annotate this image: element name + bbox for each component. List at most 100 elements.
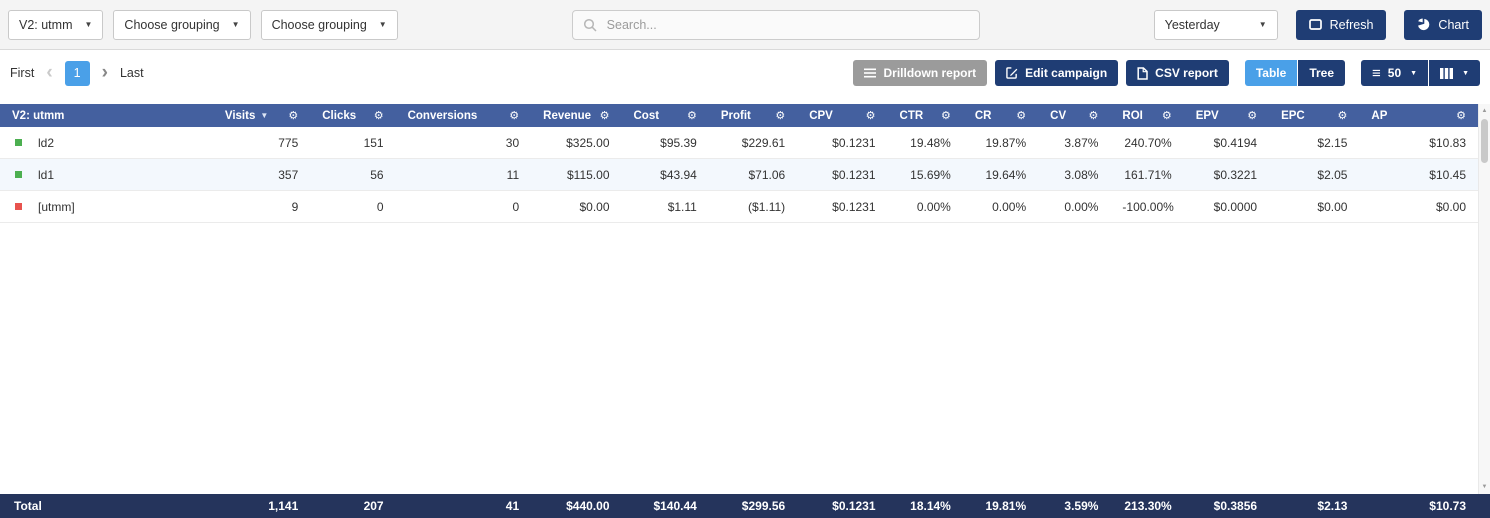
tree-view-label: Tree: [1309, 66, 1334, 80]
cell-cv: 3.08%: [1038, 158, 1111, 191]
column-header-cr[interactable]: CR ⚙: [962, 104, 1039, 127]
grouping-dropdown-1[interactable]: Choose grouping ▼: [113, 9, 251, 40]
column-header-profit[interactable]: Profit ⚙: [708, 104, 798, 127]
column-header-epc[interactable]: EPC ⚙: [1269, 104, 1360, 127]
column-settings-gear-icon[interactable]: ⚙: [1337, 110, 1348, 122]
column-settings-gear-icon[interactable]: ⚙: [865, 110, 876, 122]
caret-down-icon: ▼: [231, 20, 240, 29]
campaign-dropdown[interactable]: V2: utmm ▼: [8, 9, 104, 40]
cell-ctr: 15.69%: [887, 158, 963, 191]
row-name[interactable]: ld1: [38, 167, 55, 182]
rows-per-page-value: 50: [1387, 66, 1402, 80]
column-header-conversions[interactable]: Conversions ⚙: [395, 104, 532, 127]
column-settings-gear-icon[interactable]: ⚙: [1161, 110, 1172, 122]
cell-ctr: 0.00%: [887, 190, 963, 223]
grouping-dropdown-2[interactable]: Choose grouping ▼: [260, 9, 398, 40]
row-name[interactable]: ld2: [38, 135, 55, 150]
column-header-clicks[interactable]: Clicks ⚙: [310, 104, 396, 127]
search-input[interactable]: [604, 16, 969, 33]
caret-down-icon: ▼: [1410, 69, 1418, 77]
column-settings-gear-icon[interactable]: ⚙: [1247, 110, 1258, 122]
chart-button-label: Chart: [1438, 17, 1469, 32]
cell-name: ld1: [0, 158, 213, 191]
column-header-name[interactable]: V2: utmm: [0, 104, 213, 127]
table-row[interactable]: ld2 775 151 30 $325.00 $95.39 $229.61 $0.1231 19…: [0, 127, 1478, 159]
column-settings-gear-icon[interactable]: ⚙: [686, 110, 697, 122]
column-header-ap[interactable]: AP ⚙: [1359, 104, 1478, 127]
cell-clicks: 151: [310, 127, 396, 159]
refresh-button[interactable]: Refresh: [1295, 9, 1387, 40]
chart-button[interactable]: Chart: [1404, 9, 1482, 40]
scrollbar-thumb[interactable]: [1481, 119, 1488, 163]
column-header-ctr[interactable]: CTR ⚙: [887, 104, 963, 127]
scroll-up-arrow[interactable]: ▲: [1481, 108, 1488, 114]
column-settings-gear-icon[interactable]: ⚙: [1456, 110, 1466, 122]
totals-table: Total 1,141 207 41 $440.00 $140.44 $299.56 $0.1…: [0, 494, 1478, 518]
total-roi: 213.30%: [1124, 499, 1172, 513]
column-settings-gear-icon[interactable]: ⚙: [775, 110, 786, 122]
column-settings-gear-icon[interactable]: ⚙: [599, 110, 610, 122]
cell-roi: 161.71%: [1110, 158, 1184, 191]
csv-report-label: CSV report: [1155, 66, 1218, 80]
column-settings-gear-icon[interactable]: ⚙: [1088, 110, 1099, 122]
totals-bar: Total 1,141 207 41 $440.00 $140.44 $299.56 $0.1…: [0, 494, 1490, 518]
cell-conversions: 0: [395, 190, 532, 223]
column-label: Visits: [224, 109, 256, 122]
cell-visits: 9: [212, 190, 311, 223]
column-settings-gear-icon[interactable]: ⚙: [373, 110, 384, 122]
table-row[interactable]: ld1 357 56 11 $115.00 $43.94 $71.06 $0.1231 15.6…: [0, 158, 1478, 191]
column-settings-gear-icon[interactable]: ⚙: [940, 110, 951, 122]
column-header-epv[interactable]: EPV ⚙: [1183, 104, 1270, 127]
table-row[interactable]: [utmm] 9 0 0 $0.00 $1.11 ($1.11) $0.1231 0.00% 0.…: [0, 190, 1478, 223]
column-settings-gear-icon[interactable]: ⚙: [288, 110, 299, 122]
column-header-cost[interactable]: Cost ⚙: [621, 104, 709, 127]
cell-cost: $1.11: [621, 190, 709, 223]
cell-ap: $10.83: [1359, 127, 1478, 159]
row-name[interactable]: [utmm]: [38, 199, 75, 214]
refresh-icon: [1308, 19, 1322, 30]
row-status-indicator: [15, 171, 22, 178]
cell-cost: $95.39: [621, 127, 709, 159]
rows-per-page-button[interactable]: ≡ 50 ▼: [1361, 60, 1429, 86]
column-label: EPC: [1281, 109, 1305, 122]
column-label: V2: utmm: [12, 109, 65, 122]
column-header-cv[interactable]: CV ⚙: [1038, 104, 1111, 127]
total-profit: $299.56: [741, 499, 786, 513]
column-label: EPV: [1195, 109, 1219, 122]
column-label: Clicks: [322, 109, 357, 122]
caret-down-icon: ▼: [1462, 69, 1469, 77]
column-header-cpv[interactable]: CPV ⚙: [797, 104, 888, 127]
columns-button[interactable]: ▼: [1429, 60, 1480, 86]
column-header-visits[interactable]: Visits ▼ ⚙: [212, 104, 311, 127]
pagination-last[interactable]: Last: [119, 66, 144, 80]
cell-revenue: $325.00: [531, 127, 622, 159]
page-number-button[interactable]: 1: [64, 60, 90, 86]
cell-cr: 19.87%: [962, 127, 1039, 159]
edit-campaign-button[interactable]: Edit campaign: [995, 60, 1119, 86]
chevron-left-icon[interactable]: ‹: [46, 62, 53, 84]
cell-name: [utmm]: [0, 190, 213, 223]
column-settings-gear-icon[interactable]: ⚙: [1016, 110, 1027, 122]
table-view-toggle[interactable]: Table: [1244, 60, 1298, 86]
tree-view-toggle[interactable]: Tree: [1298, 60, 1345, 86]
totals-row: Total 1,141 207 41 $440.00 $140.44 $299.56 $0.1…: [0, 494, 1478, 518]
column-label: Revenue: [543, 109, 592, 122]
hamburger-icon: ≡: [1372, 64, 1381, 82]
pagination-first[interactable]: First: [10, 66, 35, 80]
column-header-roi[interactable]: ROI ⚙: [1110, 104, 1184, 127]
total-ctr: 18.14%: [910, 499, 951, 513]
total-epv: $0.3856: [1213, 499, 1258, 513]
drilldown-report-button[interactable]: Drilldown report: [853, 60, 988, 86]
report-table: V2: utmm Visits ▼ ⚙ Clicks ⚙ Conversions ⚙ Reven…: [0, 104, 1478, 223]
caret-down-icon: ▼: [84, 20, 93, 29]
vertical-scrollbar[interactable]: ▲ ▼: [1478, 104, 1490, 494]
column-settings-gear-icon[interactable]: ⚙: [509, 110, 520, 122]
csv-report-button[interactable]: CSV report: [1126, 60, 1229, 86]
cell-profit: ($1.11): [708, 190, 798, 223]
cell-epc: $2.15: [1269, 127, 1360, 159]
date-range-dropdown[interactable]: Yesterday ▼: [1153, 9, 1278, 40]
column-header-revenue[interactable]: Revenue ⚙: [531, 104, 622, 127]
scroll-down-arrow[interactable]: ▼: [1481, 484, 1488, 490]
cell-cr: 19.64%: [962, 158, 1039, 191]
chevron-right-icon[interactable]: ›: [101, 62, 108, 84]
